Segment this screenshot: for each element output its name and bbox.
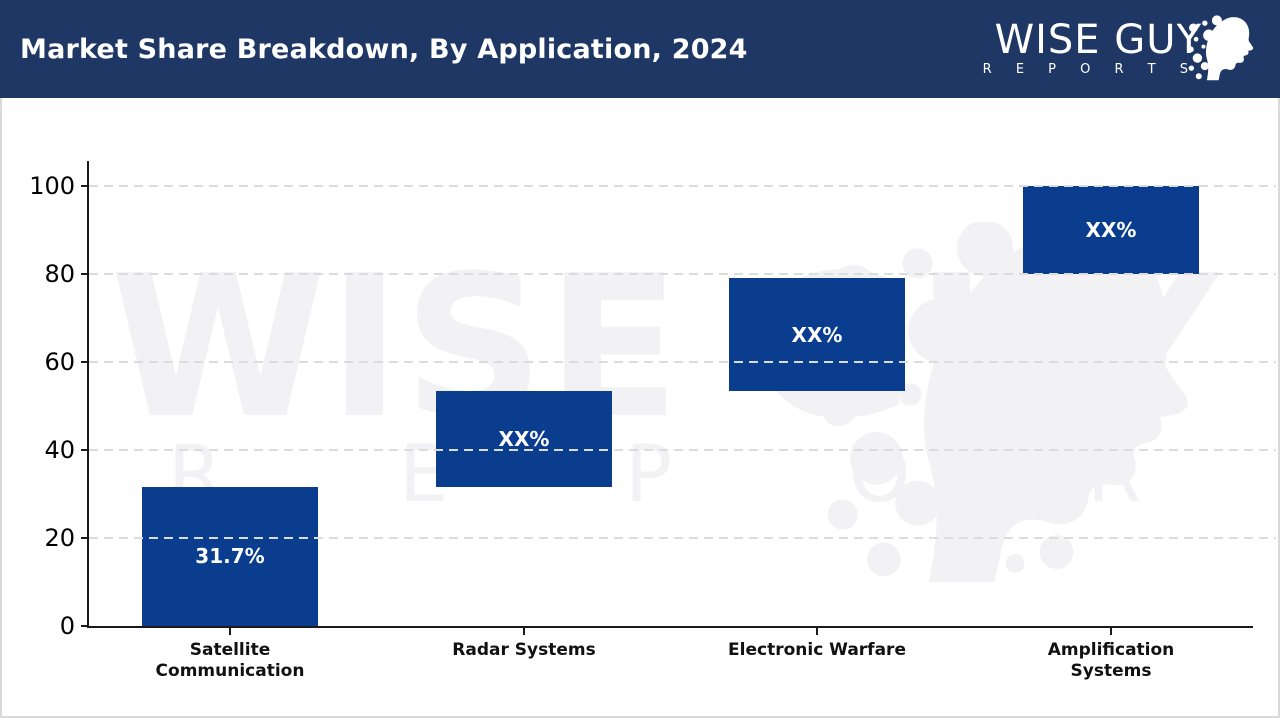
gridline-100 [89, 185, 1276, 187]
category-label-line: Amplification [1047, 640, 1175, 660]
brand-logo-text: WISE GUY R E P O R T S [983, 19, 1202, 77]
y-tick-60 [81, 361, 87, 363]
category-label-line: Electronic Warfare [728, 640, 906, 660]
x-tick-2 [816, 628, 818, 635]
brand-tagline: R E P O R T S [982, 62, 1198, 77]
category-label-line: Systems [1070, 661, 1152, 681]
y-tick-40 [81, 449, 87, 451]
brand-logo: WISE GUY R E P O R T S [983, 8, 1270, 88]
watermark-text: WISE GUY [110, 234, 1221, 462]
x-tick-1 [523, 628, 525, 635]
gridline-60 [89, 361, 1276, 363]
y-tick-label-80: 80 [44, 260, 75, 288]
brand-name: WISE GUY [994, 17, 1202, 63]
gridline-20 [89, 537, 1276, 539]
gridline-40 [89, 449, 1276, 451]
brand-face-icon [1187, 15, 1254, 81]
y-tick-label-0: 0 [59, 612, 75, 640]
bar-value-label-1: XX% [498, 427, 550, 451]
category-label-2: Electronic Warfare [728, 640, 906, 661]
category-label-line: Radar Systems [452, 640, 596, 660]
y-axis-spine [87, 161, 89, 628]
watermark-face-icon [822, 222, 1188, 582]
bar-0 [142, 486, 318, 626]
category-label-line: Satellite [189, 640, 271, 660]
gridline-80 [89, 273, 1276, 275]
watermark-tagline: R E P O R T S [168, 430, 1280, 520]
header-bar: Market Share Breakdown, By Application, … [0, 0, 1280, 98]
bar-value-label-3: XX% [1085, 218, 1137, 243]
y-tick-0 [81, 625, 87, 627]
category-label-0: Satellite Communication [156, 640, 305, 682]
x-tick-0 [229, 628, 231, 635]
bar-1 [436, 391, 612, 487]
y-tick-label-60: 60 [44, 348, 75, 376]
bar-value-label-2: XX% [791, 322, 843, 347]
category-label-3: Amplification Systems [1048, 640, 1175, 682]
y-tick-label-20: 20 [44, 524, 75, 552]
y-tick-20 [81, 537, 87, 539]
y-tick-80 [81, 273, 87, 275]
chart-title: Market Share Breakdown, By Application, … [20, 33, 748, 65]
category-label-1: Radar Systems [452, 640, 595, 661]
y-tick-label-40: 40 [44, 436, 75, 464]
bar-value-label-0: 31.7% [195, 544, 265, 569]
x-tick-3 [1110, 628, 1112, 635]
x-axis-spine [87, 626, 1253, 628]
category-label-line: Communication [155, 661, 305, 681]
y-tick-label-100: 100 [29, 172, 75, 200]
y-tick-100 [81, 185, 87, 187]
